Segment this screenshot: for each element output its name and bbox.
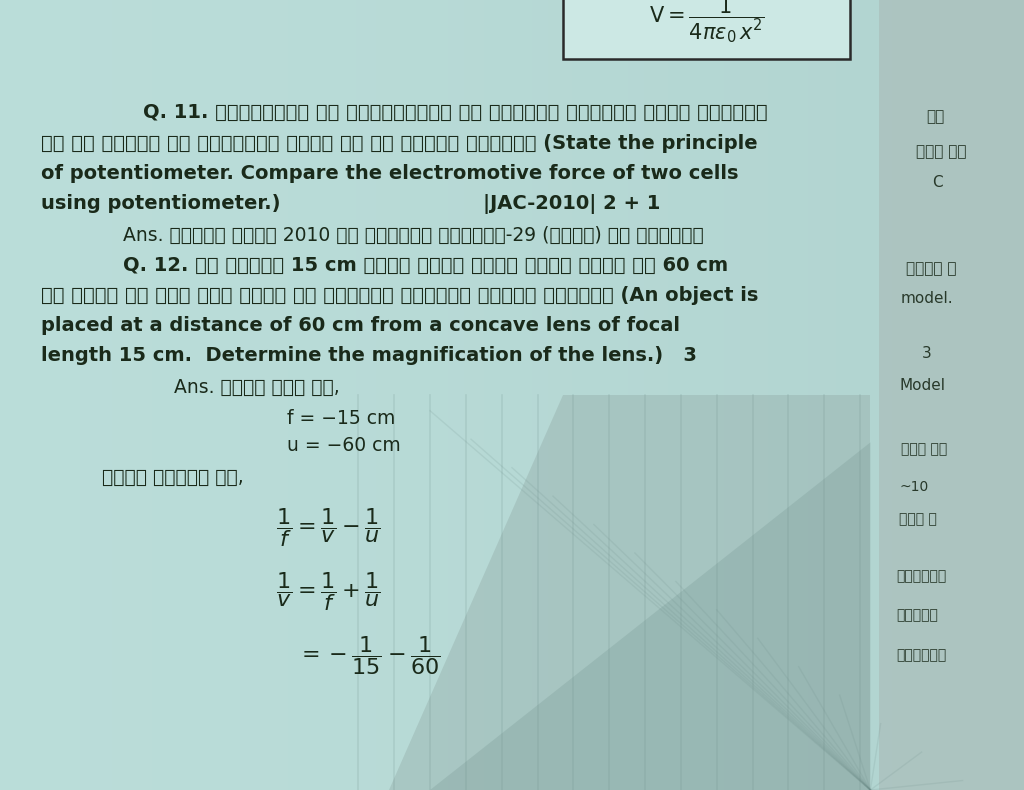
Text: भाग भे: भाग भे [901, 442, 947, 457]
Text: using potentiometer.)                              |JAC-2010| 2 + 1: using potentiometer.) |JAC-2010| 2 + 1 [41, 194, 660, 214]
Text: मान जो: मान जो [916, 144, 967, 159]
Text: u = −60 cm: u = −60 cm [287, 436, 400, 455]
Text: f = −15 cm: f = −15 cm [287, 409, 395, 428]
Text: रो: रो [927, 109, 945, 124]
Text: 3: 3 [922, 346, 932, 361]
Text: इसकी व: इसकी व [906, 261, 956, 276]
Text: की दूरी पर रखी है। लेंस की आवर्धन क्षमता ज्ञात कीजिए। (An object is: की दूरी पर रखी है। लेंस की आवर्धन क्षमता… [41, 286, 759, 305]
Text: $\mathrm{V} = \dfrac{1}{4\pi\epsilon_0\, x^2}$: $\mathrm{V} = \dfrac{1}{4\pi\epsilon_0\,… [649, 0, 764, 44]
Text: भाग ि: भाग ि [899, 512, 937, 526]
Text: Ans. दिया हुआ है,: Ans. दिया हुआ है, [174, 378, 340, 397]
Text: placed at a distance of 60 cm from a concave lens of focal: placed at a distance of 60 cm from a con… [41, 316, 680, 335]
Text: लेंस सूत्र से,: लेंस सूत्र से, [102, 468, 244, 487]
Text: C: C [932, 175, 942, 190]
Text: परिक्र: परिक्र [896, 569, 946, 583]
Text: Q. 12. एक वस्तु 15 cm फोकस दूरी वाले अवतल लेंस से 60 cm: Q. 12. एक वस्तु 15 cm फोकस दूरी वाले अवत… [123, 256, 728, 275]
Text: model.: model. [901, 291, 953, 306]
Text: of potentiometer. Compare the electromotive force of two cells: of potentiometer. Compare the electromot… [41, 164, 738, 183]
Text: ~10: ~10 [899, 480, 929, 495]
Text: $\dfrac{1}{f} = \dfrac{1}{v} - \dfrac{1}{u}$: $\dfrac{1}{f} = \dfrac{1}{v} - \dfrac{1}… [276, 506, 381, 548]
Polygon shape [430, 442, 870, 790]
FancyBboxPatch shape [563, 0, 850, 59]
Text: आवश्य: आवश्य [896, 608, 938, 623]
Text: Ans. देखें वर्ष 2010 के प्रश्न संख्या-29 (अथवा) का उत्तर।: Ans. देखें वर्ष 2010 के प्रश्न संख्या-29… [123, 226, 703, 245]
Text: से दो सेलों के विद्युत वाहक बल की तुलना कीजिए। (State the principle: से दो सेलों के विद्युत वाहक बल की तुलना … [41, 134, 758, 153]
Text: length 15 cm.  Determine the magnification of the lens.)   3: length 15 cm. Determine the magnificatio… [41, 346, 697, 365]
Text: Model: Model [899, 378, 945, 393]
Text: $\dfrac{1}{v} = \dfrac{1}{f} + \dfrac{1}{u}$: $\dfrac{1}{v} = \dfrac{1}{f} + \dfrac{1}… [276, 570, 381, 613]
Polygon shape [389, 395, 870, 790]
Text: Q. 11. विभवमापी के सिद्धान्त का उल्लेख कीजिए। इसकी सहायता: Q. 11. विभवमापी के सिद्धान्त का उल्लेख क… [143, 103, 768, 122]
Text: द्वारा: द्वारा [896, 648, 946, 662]
Polygon shape [879, 0, 1024, 790]
Text: $= -\dfrac{1}{15} - \dfrac{1}{60}$: $= -\dfrac{1}{15} - \dfrac{1}{60}$ [297, 634, 440, 676]
